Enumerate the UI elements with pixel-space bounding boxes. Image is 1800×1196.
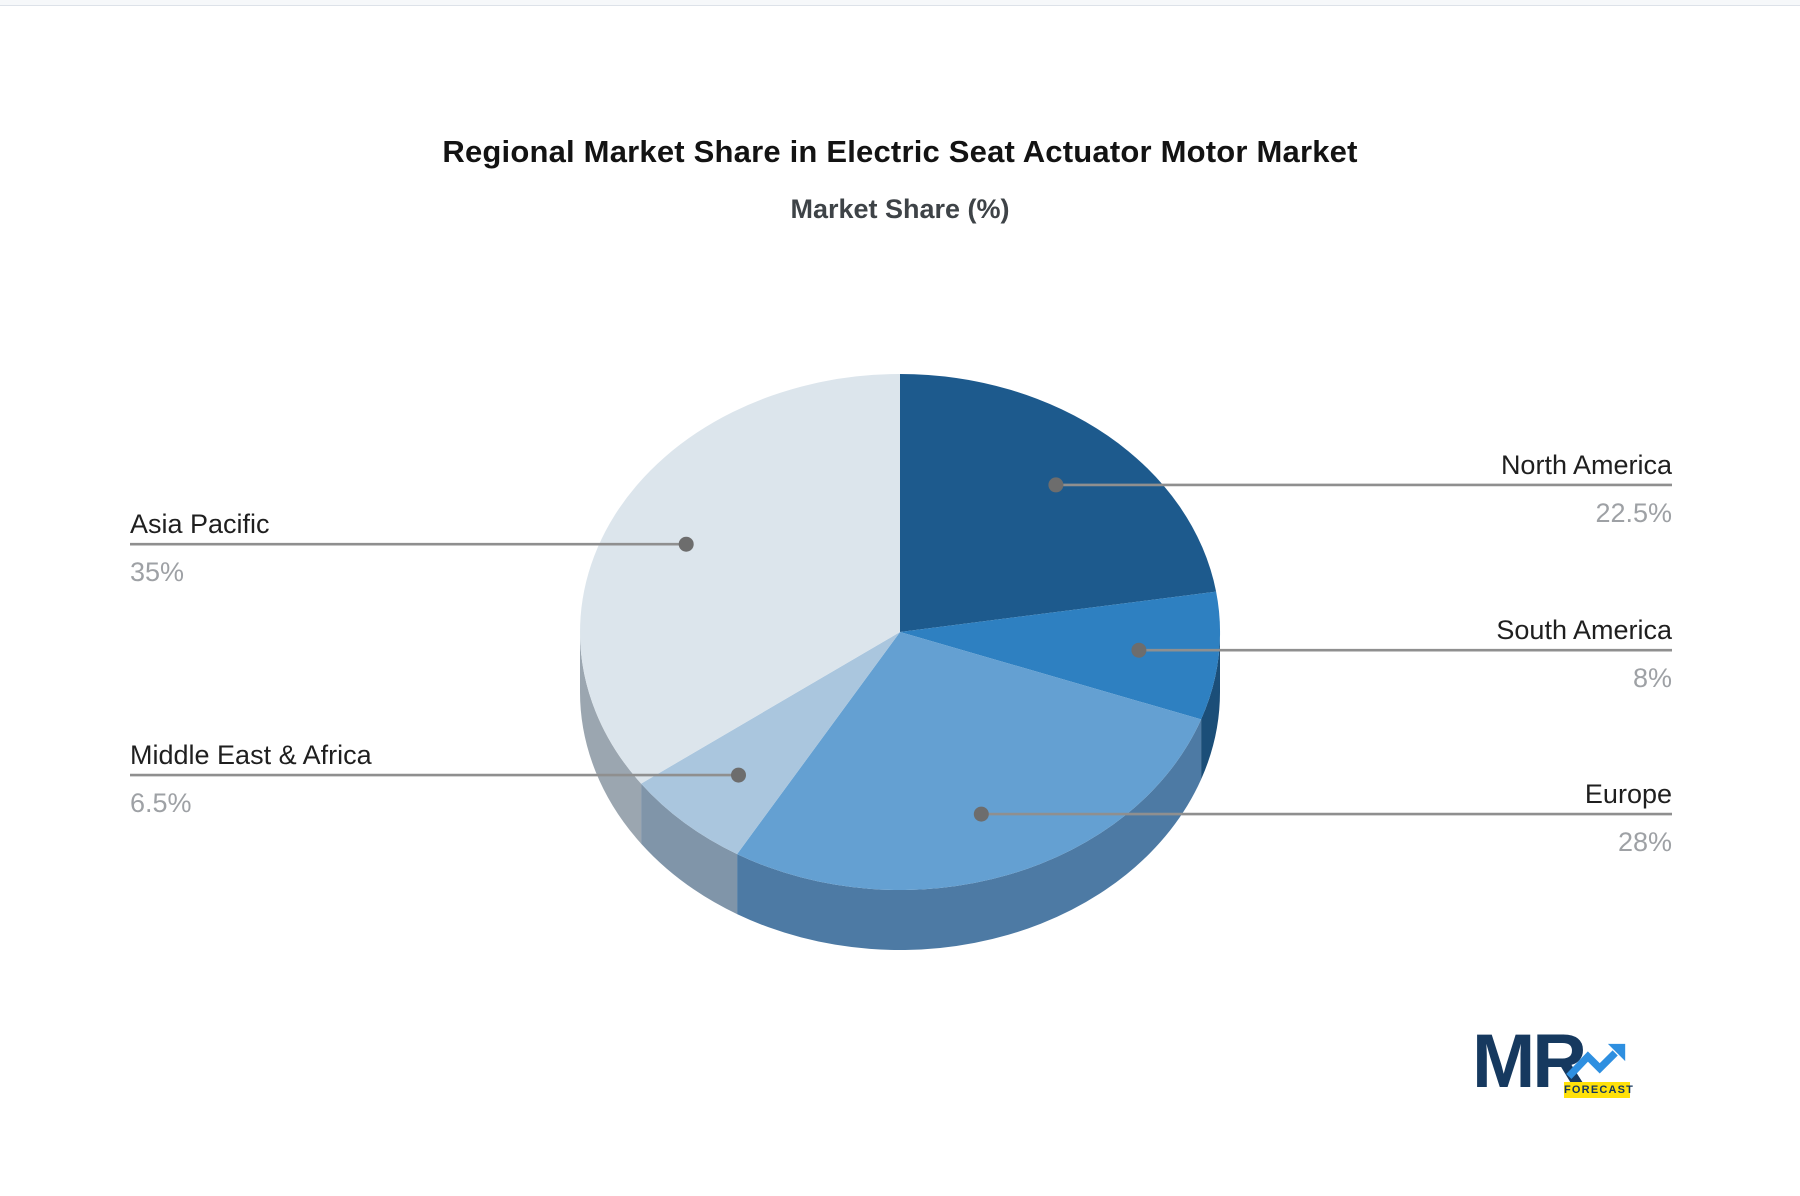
slice-value-europe: 28%	[1618, 827, 1672, 857]
slice-label-europe: Europe	[1585, 779, 1672, 809]
slice-label-north-america: North America	[1501, 450, 1673, 480]
trend-arrow-icon	[1566, 1043, 1626, 1080]
leader-dot-middle-east-africa	[731, 767, 746, 783]
pie-slice-north-america	[900, 374, 1217, 632]
leader-dot-north-america	[1048, 477, 1064, 493]
chart-subtitle: Market Share (%)	[790, 194, 1010, 224]
logo-tagline: FORECAST	[1564, 1082, 1635, 1098]
pie-slices	[580, 374, 1221, 891]
pie-slice-europe	[737, 632, 1202, 891]
pie-slice-middle-east-africa	[641, 632, 900, 855]
pie-rim-middle-east-africa	[641, 783, 738, 915]
leader-dot-europe	[973, 806, 989, 822]
slice-label-south-america: South America	[1496, 615, 1673, 645]
pie-rim-south-america	[1201, 632, 1220, 780]
pie-depth-rims	[580, 632, 1220, 951]
top-border-strip	[0, 0, 1800, 6]
leader-dot-asia-pacific	[678, 536, 694, 552]
slice-value-north-america: 22.5%	[1595, 498, 1672, 528]
pie-rim-europe	[737, 719, 1202, 951]
pie-rim-asia-pacific	[580, 632, 642, 844]
slice-value-south-america: 8%	[1633, 663, 1672, 693]
pie-slice-asia-pacific	[580, 374, 900, 784]
brand-logo: MR FORECAST	[1472, 1024, 1642, 1110]
chart-title: Regional Market Share in Electric Seat A…	[442, 134, 1358, 169]
slice-value-middle-east-africa: 6.5%	[130, 788, 192, 818]
pie-callouts: North America 22.5% South America 8% Europe 2…	[130, 450, 1673, 857]
leader-dot-south-america	[1131, 642, 1147, 658]
slice-label-middle-east-africa: Middle East & Africa	[130, 740, 373, 770]
pie-slice-south-america	[900, 591, 1221, 720]
slice-value-asia-pacific: 35%	[130, 557, 184, 587]
slice-label-asia-pacific: Asia Pacific	[130, 509, 270, 539]
